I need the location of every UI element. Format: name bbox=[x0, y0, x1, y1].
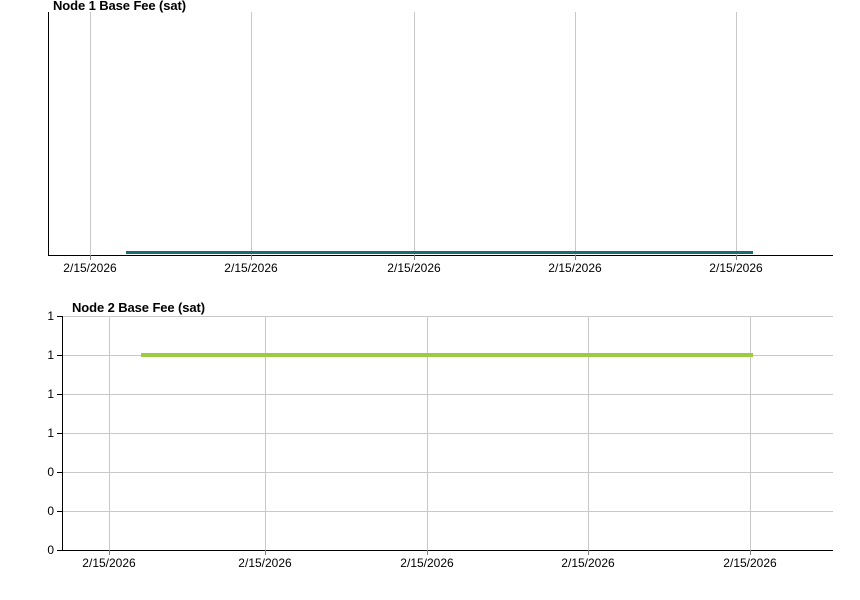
x-tick-label: 2/15/2026 bbox=[561, 556, 615, 570]
gridline-vertical bbox=[90, 12, 91, 255]
y-tick-mark bbox=[57, 433, 62, 434]
x-tick-label: 2/15/2026 bbox=[387, 261, 441, 275]
gridline-vertical bbox=[588, 316, 589, 550]
series-line-node-1 bbox=[126, 251, 753, 254]
y-axis-line bbox=[48, 12, 49, 255]
x-axis-line bbox=[62, 550, 833, 551]
chart-panel-node-2: Node 2 Base Fee (sat) 1 1 1 1 bbox=[0, 290, 860, 600]
x-tick-mark bbox=[750, 550, 751, 555]
y-tick-mark bbox=[57, 511, 62, 512]
x-tick-mark bbox=[109, 550, 110, 555]
gridline-vertical bbox=[575, 12, 576, 255]
gridline-horizontal bbox=[62, 316, 833, 317]
y-tick-mark bbox=[57, 355, 62, 356]
gridline-vertical bbox=[414, 12, 415, 255]
chart-title-node-2: Node 2 Base Fee (sat) bbox=[72, 300, 206, 315]
x-tick-label: 2/15/2026 bbox=[63, 261, 117, 275]
gridline-vertical bbox=[750, 316, 751, 550]
series-line-node-2 bbox=[141, 353, 753, 357]
x-axis-line bbox=[48, 255, 833, 256]
y-axis-line bbox=[62, 316, 63, 550]
x-tick-mark bbox=[427, 550, 428, 555]
x-tick-mark bbox=[575, 255, 576, 260]
gridline-horizontal bbox=[62, 433, 833, 434]
y-tick-label: 1 bbox=[47, 309, 54, 323]
x-tick-label: 2/15/2026 bbox=[400, 556, 454, 570]
y-tick-label: 1 bbox=[47, 426, 54, 440]
gridline-vertical bbox=[736, 12, 737, 255]
gridline-vertical bbox=[109, 316, 110, 550]
x-tick-mark bbox=[90, 255, 91, 260]
x-tick-label: 2/15/2026 bbox=[224, 261, 278, 275]
x-tick-mark bbox=[588, 550, 589, 555]
x-tick-label: 2/15/2026 bbox=[723, 556, 777, 570]
plot-area-node-2: 1 1 1 1 0 0 0 2/15/2026 2/15/2026 2/15/2… bbox=[47, 309, 833, 570]
gridline-horizontal bbox=[62, 472, 833, 473]
y-tick-mark bbox=[57, 394, 62, 395]
y-tick-mark bbox=[57, 472, 62, 473]
y-tick-label: 1 bbox=[47, 387, 54, 401]
x-tick-mark bbox=[414, 255, 415, 260]
x-tick-label: 2/15/2026 bbox=[548, 261, 602, 275]
chart-title-node-1: Node 1 Base Fee (sat) bbox=[53, 0, 187, 13]
chart-panel-node-1: Node 1 Base Fee (sat) 2/15/2026 2/15/202… bbox=[0, 0, 860, 290]
x-tick-label: 2/15/2026 bbox=[238, 556, 292, 570]
x-tick-label: 2/15/2026 bbox=[709, 261, 763, 275]
gridline-vertical bbox=[265, 316, 266, 550]
gridline-vertical bbox=[427, 316, 428, 550]
gridline-vertical bbox=[251, 12, 252, 255]
y-tick-label: 0 bbox=[47, 465, 54, 479]
x-tick-label: 2/15/2026 bbox=[82, 556, 136, 570]
y-tick-label: 0 bbox=[47, 543, 54, 557]
plot-area-node-1: 2/15/2026 2/15/2026 2/15/2026 2/15/2026 … bbox=[48, 12, 833, 275]
y-tick-label: 1 bbox=[47, 348, 54, 362]
x-tick-mark bbox=[265, 550, 266, 555]
y-tick-mark bbox=[57, 550, 62, 551]
x-tick-mark bbox=[251, 255, 252, 260]
y-tick-label: 0 bbox=[47, 504, 54, 518]
gridline-horizontal bbox=[62, 511, 833, 512]
gridline-horizontal bbox=[62, 394, 833, 395]
y-tick-mark bbox=[57, 316, 62, 317]
x-tick-mark bbox=[736, 255, 737, 260]
